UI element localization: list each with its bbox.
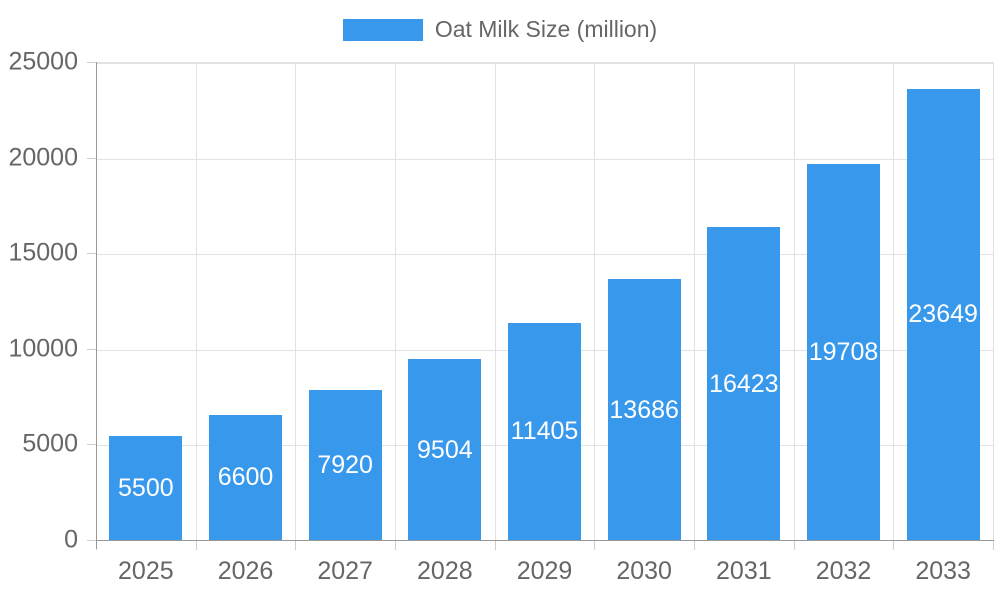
y-axis-tick [87,62,96,63]
x-axis-label: 2030 [616,557,672,585]
bar-value-label: 5500 [118,473,174,502]
bar-value-label: 6600 [217,463,274,492]
y-axis-label: 5000 [22,429,78,458]
legend-swatch [342,18,423,41]
y-axis-label: 20000 [8,143,78,172]
h-gridline [96,63,993,64]
y-axis-tick [87,253,96,255]
plot-area: 5500 6600 7920 9504 11405 13686 16423 19708 2364… [96,62,994,541]
bar[interactable]: 19708 [807,164,880,541]
x-axis-label: 2027 [317,557,373,585]
x-axis-tick [494,541,496,550]
bar-value-label: 19708 [808,338,879,367]
v-gridline [594,63,596,541]
y-axis-line [96,62,97,549]
y-axis-tick [87,444,96,446]
bar-value-label: 13686 [609,395,679,424]
x-axis-label: 2026 [217,557,274,585]
x-axis-tick [195,541,197,550]
h-gridline [96,158,993,160]
x-axis-tick [395,541,396,550]
v-gridline [494,63,496,541]
legend[interactable]: Oat Milk Size (million) [0,18,1000,41]
x-axis-line [96,540,994,541]
y-axis-label: 0 [64,525,78,554]
y-axis-tick [87,540,96,541]
legend-label: Oat Milk Size (million) [434,16,658,42]
x-axis-label: 2029 [516,557,573,585]
bar[interactable]: 7920 [308,389,382,541]
v-gridline [195,63,197,541]
bar-value-label: 23649 [908,300,978,329]
x-axis-label: 2032 [815,557,872,585]
x-axis-label: 2028 [417,557,473,585]
x-axis-tick [295,541,297,550]
bar[interactable]: 11405 [508,322,581,541]
bar-value-label: 11405 [510,417,579,446]
y-axis-label: 15000 [8,238,78,267]
x-axis-label: 2033 [915,557,971,585]
h-gridline [96,254,993,256]
bar[interactable]: 6600 [209,414,282,541]
bar-value-label: 9504 [417,435,473,464]
v-gridline [793,63,795,541]
x-axis-tick [694,541,695,550]
bar[interactable]: 5500 [109,435,183,541]
bar[interactable]: 13686 [607,279,681,541]
bar-value-label: 7920 [317,450,373,479]
y-axis-tick [87,348,96,350]
x-axis-label: 2025 [118,557,174,585]
x-axis-tick [993,541,994,550]
v-gridline [295,63,297,541]
y-axis-tick [87,157,96,159]
x-axis-tick [793,541,795,550]
bar[interactable]: 9504 [408,359,482,541]
x-axis-label: 2031 [716,557,772,585]
bar[interactable]: 16423 [707,227,781,541]
v-gridline [694,63,695,541]
v-gridline [395,63,396,541]
bar-value-label: 16423 [709,369,779,398]
bar[interactable]: 23649 [906,88,980,541]
x-axis-tick [893,541,895,550]
y-axis-label: 10000 [8,334,78,363]
y-axis-label: 25000 [8,47,78,76]
v-gridline [893,63,895,541]
x-axis-tick [594,541,596,550]
